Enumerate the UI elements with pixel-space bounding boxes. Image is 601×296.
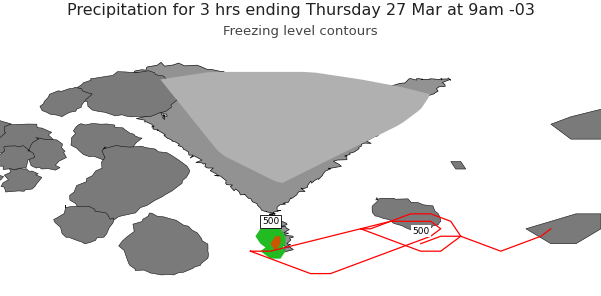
Polygon shape xyxy=(27,138,67,170)
Polygon shape xyxy=(0,123,54,155)
Polygon shape xyxy=(71,123,142,162)
Polygon shape xyxy=(451,162,466,169)
Text: Freezing level contours: Freezing level contours xyxy=(223,25,378,38)
Polygon shape xyxy=(526,214,601,244)
Polygon shape xyxy=(78,71,182,117)
Polygon shape xyxy=(0,146,35,170)
Polygon shape xyxy=(0,116,11,147)
Polygon shape xyxy=(372,197,441,230)
Polygon shape xyxy=(260,244,285,259)
Text: 500: 500 xyxy=(412,227,429,236)
Polygon shape xyxy=(160,72,430,183)
Text: 500: 500 xyxy=(262,217,279,226)
Text: Precipitation for 3 hrs ending Thursday 27 Mar at 9am -03: Precipitation for 3 hrs ending Thursday … xyxy=(67,3,534,18)
Polygon shape xyxy=(53,205,114,244)
Polygon shape xyxy=(0,146,4,198)
Polygon shape xyxy=(1,168,42,192)
Polygon shape xyxy=(112,62,451,252)
Polygon shape xyxy=(70,145,190,221)
Polygon shape xyxy=(40,87,93,117)
Polygon shape xyxy=(119,213,209,275)
Polygon shape xyxy=(551,102,601,139)
Polygon shape xyxy=(255,229,285,251)
Polygon shape xyxy=(270,236,281,251)
